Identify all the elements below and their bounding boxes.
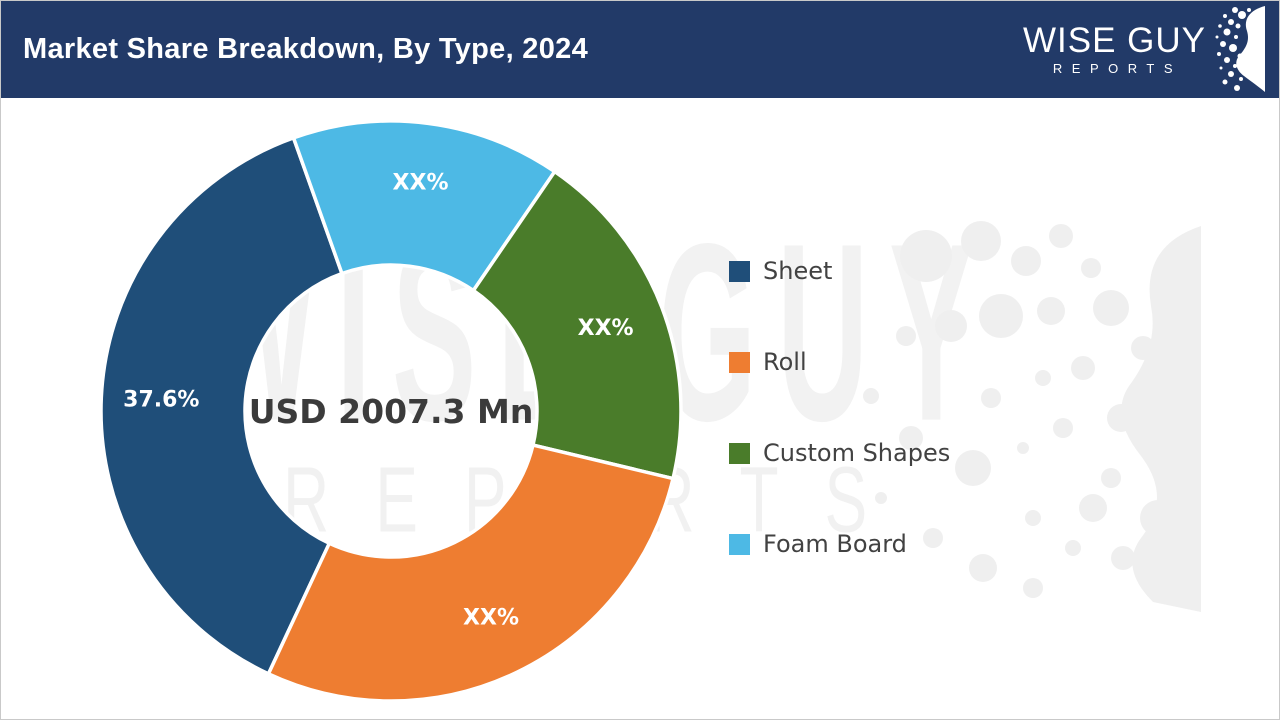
donut-chart: 37.6% XX% XX% XX% USD 2007.3 Mn [99, 119, 683, 703]
chart-legend: Sheet Roll Custom Shapes Foam Board [729, 257, 950, 558]
watermark-face-dots [863, 221, 1201, 612]
legend-item-sheet: Sheet [729, 257, 950, 285]
legend-label: Sheet [763, 257, 833, 285]
brand-name: WISE GUY [1022, 21, 1206, 60]
legend-label: Custom Shapes [763, 439, 951, 467]
legend-swatch [729, 260, 750, 282]
legend-swatch [729, 533, 750, 555]
legend-item-foam-board: Foam Board [729, 530, 950, 558]
segment-roll [266, 443, 675, 703]
segment-label-custom-shapes: XX% [578, 316, 634, 341]
brand-logo-text: WISE GUY REPORTS [1023, 23, 1206, 76]
segment-label-foam-board: XX% [393, 170, 449, 195]
page-title: Market Share Breakdown, By Type, 2024 [23, 33, 589, 65]
legend-label: Roll [763, 348, 807, 376]
logo-face-icon [1215, 5, 1265, 92]
legend-label: Foam Board [763, 530, 907, 558]
brand-logo: WISE GUY REPORTS [1023, 4, 1265, 96]
header: Market Share Breakdown, By Type, 2024 WI… [1, 1, 1279, 98]
segment-label-roll: XX% [463, 606, 519, 631]
chart-center-value: USD 2007.3 Mn [249, 392, 534, 431]
segment-foam-board [291, 119, 557, 293]
legend-swatch [729, 351, 750, 373]
legend-item-custom-shapes: Custom Shapes [729, 439, 950, 467]
segment-custom-shapes [471, 169, 683, 481]
segment-label-sheet: 37.6% [123, 388, 199, 413]
legend-item-roll: Roll [729, 348, 950, 376]
legend-swatch [729, 442, 750, 464]
brand-subtitle: REPORTS [1052, 61, 1183, 76]
segment-sheet [99, 136, 344, 676]
